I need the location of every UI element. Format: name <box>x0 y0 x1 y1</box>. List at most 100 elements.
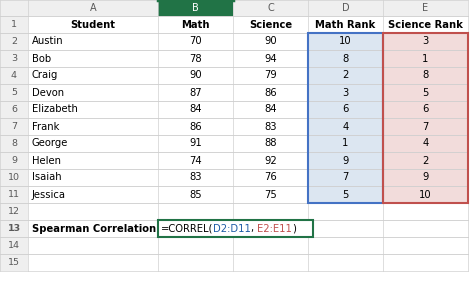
Bar <box>0 67 28 84</box>
Text: 70: 70 <box>189 37 202 47</box>
Text: 76: 76 <box>264 172 277 182</box>
Bar <box>308 101 383 118</box>
Bar <box>0 33 28 50</box>
Bar <box>233 118 308 135</box>
Bar <box>28 118 158 135</box>
Bar <box>158 84 233 101</box>
Bar <box>0 0 28 16</box>
Bar <box>383 0 468 16</box>
Bar <box>0 220 28 237</box>
Bar <box>383 84 468 101</box>
Text: 75: 75 <box>264 189 277 200</box>
Bar <box>233 220 308 237</box>
Bar <box>308 33 383 203</box>
Bar <box>308 186 383 203</box>
Bar <box>158 118 233 135</box>
Text: 5: 5 <box>342 189 349 200</box>
Bar <box>0 135 28 152</box>
Bar <box>0 169 28 186</box>
Bar <box>383 254 468 271</box>
Bar <box>233 169 308 186</box>
Bar <box>28 254 158 271</box>
Bar <box>383 220 468 237</box>
Text: =CORREL(: =CORREL( <box>161 223 213 233</box>
Text: 1: 1 <box>11 20 17 29</box>
Text: 90: 90 <box>264 37 277 47</box>
Text: 87: 87 <box>189 88 202 98</box>
Bar <box>308 203 383 220</box>
Text: 84: 84 <box>264 104 277 114</box>
Text: Austin: Austin <box>32 37 64 47</box>
Bar <box>0 118 28 135</box>
Text: George: George <box>32 139 68 149</box>
Text: Math Rank: Math Rank <box>315 20 375 30</box>
Bar <box>158 220 313 237</box>
Bar <box>308 16 383 33</box>
Text: 14: 14 <box>8 241 20 250</box>
Text: 92: 92 <box>264 156 277 165</box>
Bar <box>233 84 308 101</box>
Bar <box>158 16 233 33</box>
Text: 10: 10 <box>339 37 352 47</box>
Text: 10: 10 <box>419 189 432 200</box>
Bar <box>233 101 308 118</box>
Bar <box>158 152 233 169</box>
Text: E: E <box>422 3 428 13</box>
Bar <box>308 254 383 271</box>
Bar <box>0 186 28 203</box>
Text: 7: 7 <box>422 121 428 131</box>
Text: Science: Science <box>249 20 292 30</box>
Bar <box>308 33 383 50</box>
Text: Helen: Helen <box>32 156 61 165</box>
Bar <box>233 67 308 84</box>
Text: 79: 79 <box>264 70 277 81</box>
Bar <box>28 0 158 16</box>
Text: 91: 91 <box>189 139 202 149</box>
Bar <box>28 237 158 254</box>
Bar <box>233 50 308 67</box>
Text: 1: 1 <box>422 53 428 63</box>
Bar <box>233 33 308 50</box>
Bar <box>28 152 158 169</box>
Text: D: D <box>342 3 349 13</box>
Bar <box>383 50 468 67</box>
Bar <box>28 101 158 118</box>
Bar <box>308 0 383 16</box>
Bar <box>28 67 158 84</box>
Text: 6: 6 <box>11 105 17 114</box>
Bar <box>158 220 313 237</box>
Bar <box>383 118 468 135</box>
Text: Isaiah: Isaiah <box>32 172 62 182</box>
Text: ): ) <box>292 223 296 233</box>
Text: 90: 90 <box>189 70 202 81</box>
Bar <box>0 84 28 101</box>
Text: Student: Student <box>71 20 116 30</box>
Text: 3: 3 <box>342 88 348 98</box>
Bar <box>383 135 468 152</box>
Bar <box>0 50 28 67</box>
Bar <box>158 203 233 220</box>
Text: 2: 2 <box>342 70 349 81</box>
Bar <box>233 254 308 271</box>
Text: 8: 8 <box>342 53 348 63</box>
Text: 6: 6 <box>342 104 349 114</box>
Text: 9: 9 <box>11 156 17 165</box>
Text: B: B <box>192 3 199 13</box>
Bar <box>28 220 158 237</box>
Bar <box>308 118 383 135</box>
Bar <box>233 135 308 152</box>
Text: 86: 86 <box>189 121 202 131</box>
Bar <box>383 16 468 33</box>
Text: 4: 4 <box>11 71 17 80</box>
Bar <box>308 152 383 169</box>
Bar <box>233 16 308 33</box>
Bar <box>0 254 28 271</box>
Bar <box>383 67 468 84</box>
Text: 7: 7 <box>342 172 349 182</box>
Bar <box>158 254 233 271</box>
Text: 83: 83 <box>189 172 202 182</box>
Text: 7: 7 <box>11 122 17 131</box>
Bar <box>28 84 158 101</box>
Bar <box>0 101 28 118</box>
Bar <box>0 237 28 254</box>
